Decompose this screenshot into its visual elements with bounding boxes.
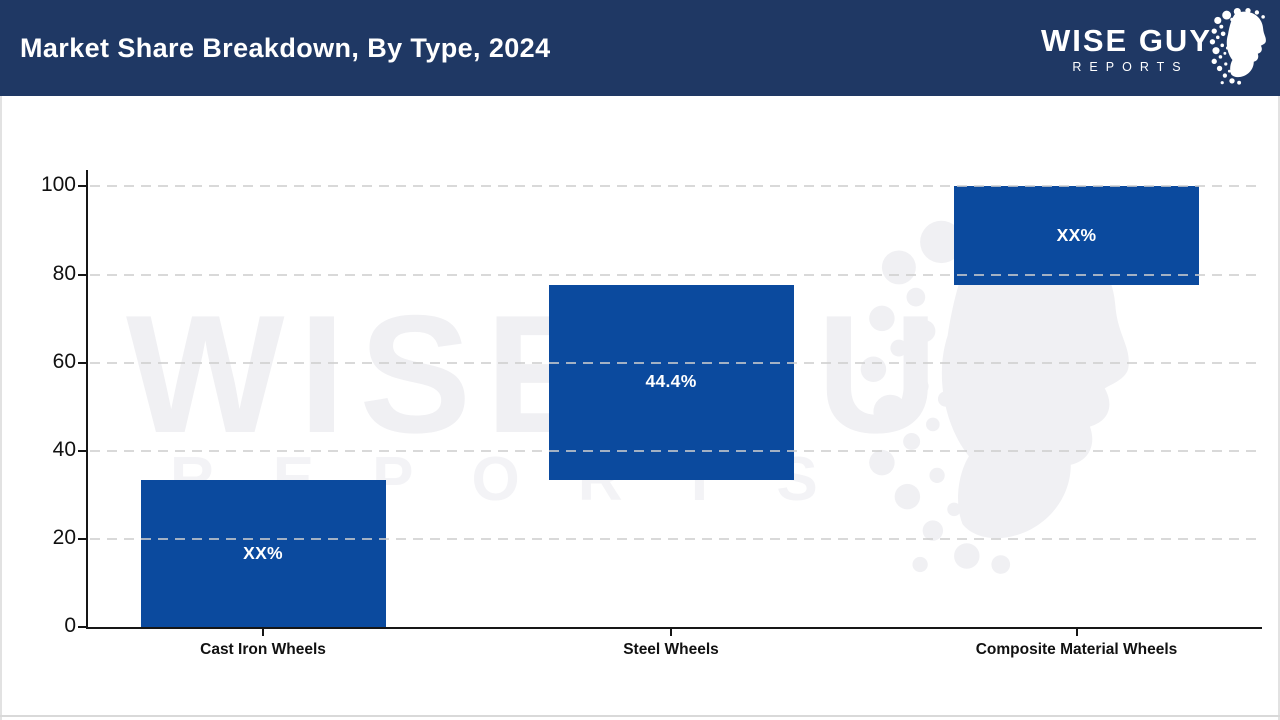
brand-logo: WISE GUY REPORTS — [1041, 4, 1272, 92]
bar-value-label: 44.4% — [645, 371, 697, 392]
x-axis-line — [86, 627, 1262, 629]
bar-value-label: XX% — [243, 542, 283, 563]
panel-border-bottom — [0, 715, 1280, 717]
page-title: Market Share Breakdown, By Type, 2024 — [20, 32, 551, 63]
y-axis-tick-label: 0 — [64, 614, 76, 637]
x-axis-tick-mark — [1075, 629, 1078, 636]
y-axis-tick-mark — [78, 361, 86, 364]
y-axis-tick-label: 20 — [52, 525, 76, 549]
brand-logo-text: WISE GUY REPORTS — [1041, 23, 1212, 74]
waterfall-bar — [954, 186, 1199, 285]
y-axis-tick-mark — [78, 185, 86, 188]
x-axis-tick-mark — [670, 629, 672, 636]
y-axis-tick-mark — [78, 626, 86, 628]
panel-border-right — [1278, 96, 1280, 720]
waterfall-bar — [140, 480, 386, 627]
x-axis-category-label: Steel Wheels — [623, 641, 719, 658]
x-axis-category-label: Composite Material Wheels — [975, 641, 1178, 658]
y-axis-tick-label: 80 — [52, 261, 76, 285]
gridline — [90, 273, 1262, 276]
panel-border-left — [0, 96, 2, 720]
gridline — [90, 361, 1262, 364]
y-axis-tick-label: 40 — [52, 437, 76, 461]
y-axis-tick-mark — [78, 537, 86, 540]
waterfall-bar — [548, 284, 794, 481]
gridline — [90, 185, 1262, 188]
brand-tagline: REPORTS — [1072, 59, 1189, 74]
x-axis-category-label: Cast Iron Wheels — [200, 641, 326, 658]
y-axis-tick-label: 60 — [52, 349, 76, 373]
y-axis-tick-mark — [78, 449, 86, 452]
y-axis-tick-label: 100 — [40, 173, 76, 197]
gridline — [90, 449, 1262, 452]
face-logo-icon — [1209, 8, 1266, 85]
app-header: Market Share Breakdown, By Type, 2024 WI… — [0, 0, 1280, 96]
bar-value-label: XX% — [1056, 224, 1097, 245]
gridline — [90, 537, 1262, 540]
y-axis-line — [86, 170, 88, 629]
x-axis-tick-mark — [262, 629, 264, 636]
brand-name: WISE GUY — [1040, 22, 1212, 58]
y-axis-tick-mark — [78, 273, 86, 276]
